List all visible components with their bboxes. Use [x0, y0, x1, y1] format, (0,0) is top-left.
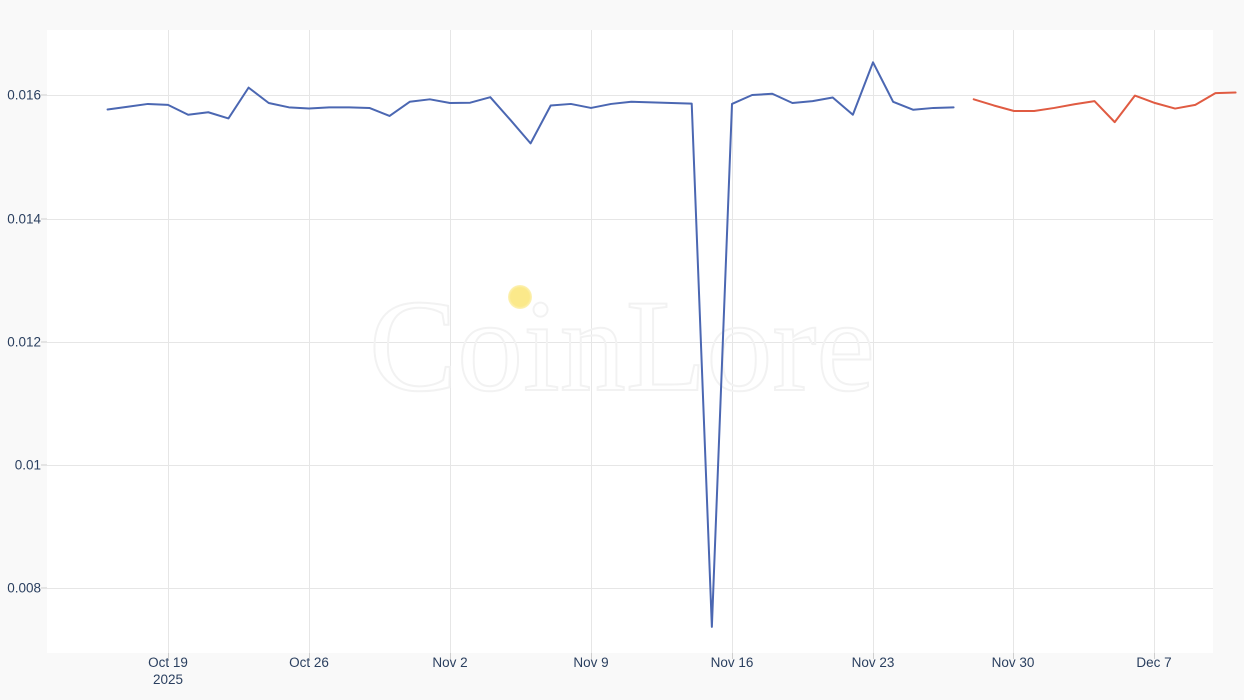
x-tick-label: Nov 30 [991, 655, 1035, 670]
gridline-y-0.012 [47, 342, 1213, 343]
gridline-x-nov-2 [450, 30, 451, 653]
y-tick-label: 0.01 [14, 457, 41, 473]
y-tick-dash-2 [41, 341, 47, 343]
y-tick-label: 0.012 [7, 334, 41, 350]
gridline-y-0.016 [47, 95, 1213, 96]
y-tick-dash-1 [41, 218, 47, 220]
x-tick-mark-0 [168, 653, 169, 659]
gridline-x-nov-23 [873, 30, 874, 653]
gridline-x-nov-30 [1013, 30, 1014, 653]
x-tick-3: Nov 9 [573, 655, 608, 671]
x-tick-mark-6 [1013, 653, 1014, 659]
x-tick-label: Nov 16 [710, 655, 754, 670]
gridline-x-nov-16 [732, 30, 733, 653]
x-tick-2: Nov 2 [432, 655, 467, 671]
gridline-x-oct-26 [309, 30, 310, 653]
y-tick-label: 0.008 [7, 580, 41, 596]
gridline-x-dec-7 [1154, 30, 1155, 653]
y-tick-label: 0.014 [7, 211, 41, 227]
y-tick-dash-0 [41, 94, 47, 96]
plot-area [47, 30, 1213, 653]
y-tick-4: 0.008 [0, 581, 41, 595]
x-tick-label: Nov 23 [851, 655, 895, 670]
gridline-x-oct-19 [168, 30, 169, 653]
x-tick-label: Nov 2 [432, 655, 468, 670]
x-tick-label: Dec 7 [1136, 655, 1172, 670]
x-tick-label: Nov 9 [573, 655, 609, 670]
gridline-y-0.01 [47, 465, 1213, 466]
x-tick-mark-7 [1154, 653, 1155, 659]
x-tick-7: Dec 7 [1136, 655, 1171, 671]
x-tick-mark-4 [732, 653, 733, 659]
x-tick-4: Nov 16 [711, 655, 754, 671]
gridline-y-0.014 [47, 219, 1213, 220]
x-tick-label: Oct 26 [289, 655, 329, 670]
y-tick-1: 0.014 [0, 212, 41, 226]
y-tick-3: 0.01 [0, 458, 41, 472]
y-tick-0: 0.016 [0, 88, 41, 102]
gridline-x-nov-9 [591, 30, 592, 653]
x-tick-sublabel: 2025 [152, 672, 184, 687]
x-tick-mark-1 [309, 653, 310, 659]
y-tick-label: 0.016 [7, 87, 41, 103]
x-tick-0: Oct 19 2025 [148, 655, 188, 688]
x-tick-label: Oct 19 [148, 655, 188, 670]
gridline-y-0.008 [47, 588, 1213, 589]
y-tick-2: 0.012 [0, 335, 41, 349]
y-tick-dash-4 [41, 587, 47, 589]
x-tick-1: Oct 26 [289, 655, 329, 671]
x-tick-6: Nov 30 [992, 655, 1035, 671]
x-tick-mark-5 [873, 653, 874, 659]
x-tick-5: Nov 23 [852, 655, 895, 671]
y-tick-dash-3 [41, 464, 47, 466]
x-tick-mark-3 [591, 653, 592, 659]
x-tick-mark-2 [450, 653, 451, 659]
